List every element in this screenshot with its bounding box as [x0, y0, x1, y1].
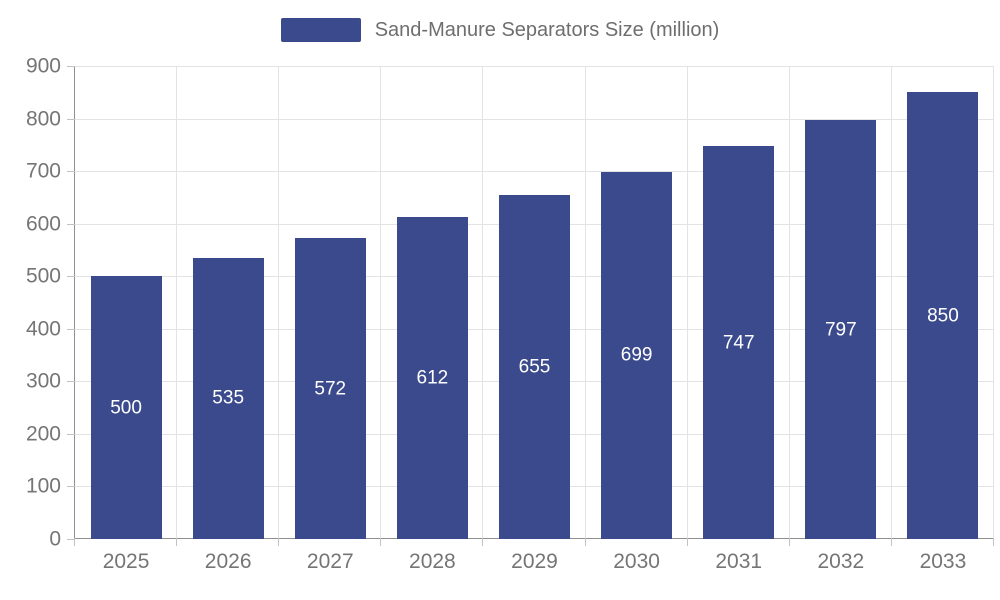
bar-value-label: 655: [518, 356, 551, 378]
bar: [294, 238, 366, 539]
x-tick-mark: [74, 538, 75, 546]
x-gridline: [482, 66, 484, 538]
bar-value-label: 500: [110, 397, 142, 419]
x-axis-tick-label: 2031: [715, 550, 763, 573]
x-tick-mark: [482, 538, 484, 546]
x-gridline: [686, 66, 688, 538]
x-axis-tick-label: 2030: [613, 550, 660, 573]
x-axis-tick-label: 2026: [204, 550, 252, 573]
bar-value-label: 612: [416, 367, 449, 389]
bar-value-label: 535: [212, 387, 245, 409]
bar-value-label: 797: [824, 319, 857, 341]
bar-value-label: 699: [620, 344, 653, 366]
legend-swatch: [280, 18, 361, 42]
y-tick-mark: [67, 118, 75, 120]
y-tick-mark: [67, 486, 75, 488]
x-gridline: [584, 66, 586, 538]
legend-label: Sand-Manure Separators Size (million): [374, 18, 720, 41]
legend[interactable]: Sand-Manure Separators Size (million): [0, 18, 1000, 42]
x-axis-tick-label: 2032: [817, 550, 865, 573]
x-tick-mark: [788, 538, 790, 546]
x-axis-tick-label: 2027: [306, 550, 354, 573]
x-tick-mark: [380, 538, 382, 546]
x-axis-tick-label: 2025: [102, 550, 150, 573]
bar-value-label: 572: [314, 378, 347, 400]
x-gridline: [890, 66, 892, 538]
x-tick-mark: [890, 538, 892, 546]
y-axis-tick-label: 100: [25, 474, 61, 498]
y-axis-tick-label: 400: [25, 317, 61, 341]
y-axis-tick-label: 700: [25, 159, 61, 183]
bar: [396, 217, 468, 539]
x-tick-mark: [686, 538, 688, 546]
bar-value-label: 850: [927, 305, 959, 327]
y-gridline: [75, 66, 993, 67]
y-tick-mark: [67, 276, 75, 278]
y-tick-mark: [67, 66, 75, 67]
y-gridline: [75, 171, 993, 173]
y-axis-tick-label: 0: [49, 527, 61, 551]
x-gridline: [788, 66, 790, 538]
x-tick-mark: [278, 538, 280, 546]
y-axis-tick-label: 800: [25, 107, 61, 131]
bar: [805, 120, 877, 539]
bar: [192, 257, 264, 539]
x-tick-mark: [176, 538, 178, 546]
y-gridline: [75, 118, 993, 120]
y-tick-mark: [67, 539, 75, 540]
y-axis-tick-label: 900: [25, 54, 61, 78]
y-axis-tick-label: 200: [25, 422, 61, 446]
y-tick-mark: [67, 328, 75, 330]
y-axis-tick-label: 600: [25, 212, 61, 236]
plot-area: 0 100 200 300 400 500 600 700 800 900 500 2025 535 20…: [26, 56, 994, 572]
x-axis-tick-label: 2028: [409, 550, 456, 573]
x-axis-tick-label: 2029: [511, 550, 558, 573]
x-gridline: [278, 66, 280, 538]
y-tick-mark: [67, 223, 75, 225]
x-gridline: [176, 66, 178, 538]
x-axis-tick-label: 2033: [919, 550, 967, 573]
y-axis-tick-label: 500: [25, 264, 61, 288]
x-tick-mark: [993, 538, 994, 546]
bar: [907, 92, 979, 539]
y-tick-mark: [67, 433, 75, 435]
y-axis-tick-label: 300: [25, 369, 61, 393]
x-gridline: [993, 66, 994, 538]
bar: [703, 146, 775, 539]
bar: [601, 171, 673, 539]
y-tick-mark: [67, 381, 75, 383]
x-tick-mark: [584, 538, 586, 546]
x-gridline: [380, 66, 382, 538]
bar: [499, 194, 570, 539]
bar-value-label: 747: [722, 332, 755, 354]
y-tick-mark: [67, 171, 75, 173]
bar: [90, 276, 162, 539]
